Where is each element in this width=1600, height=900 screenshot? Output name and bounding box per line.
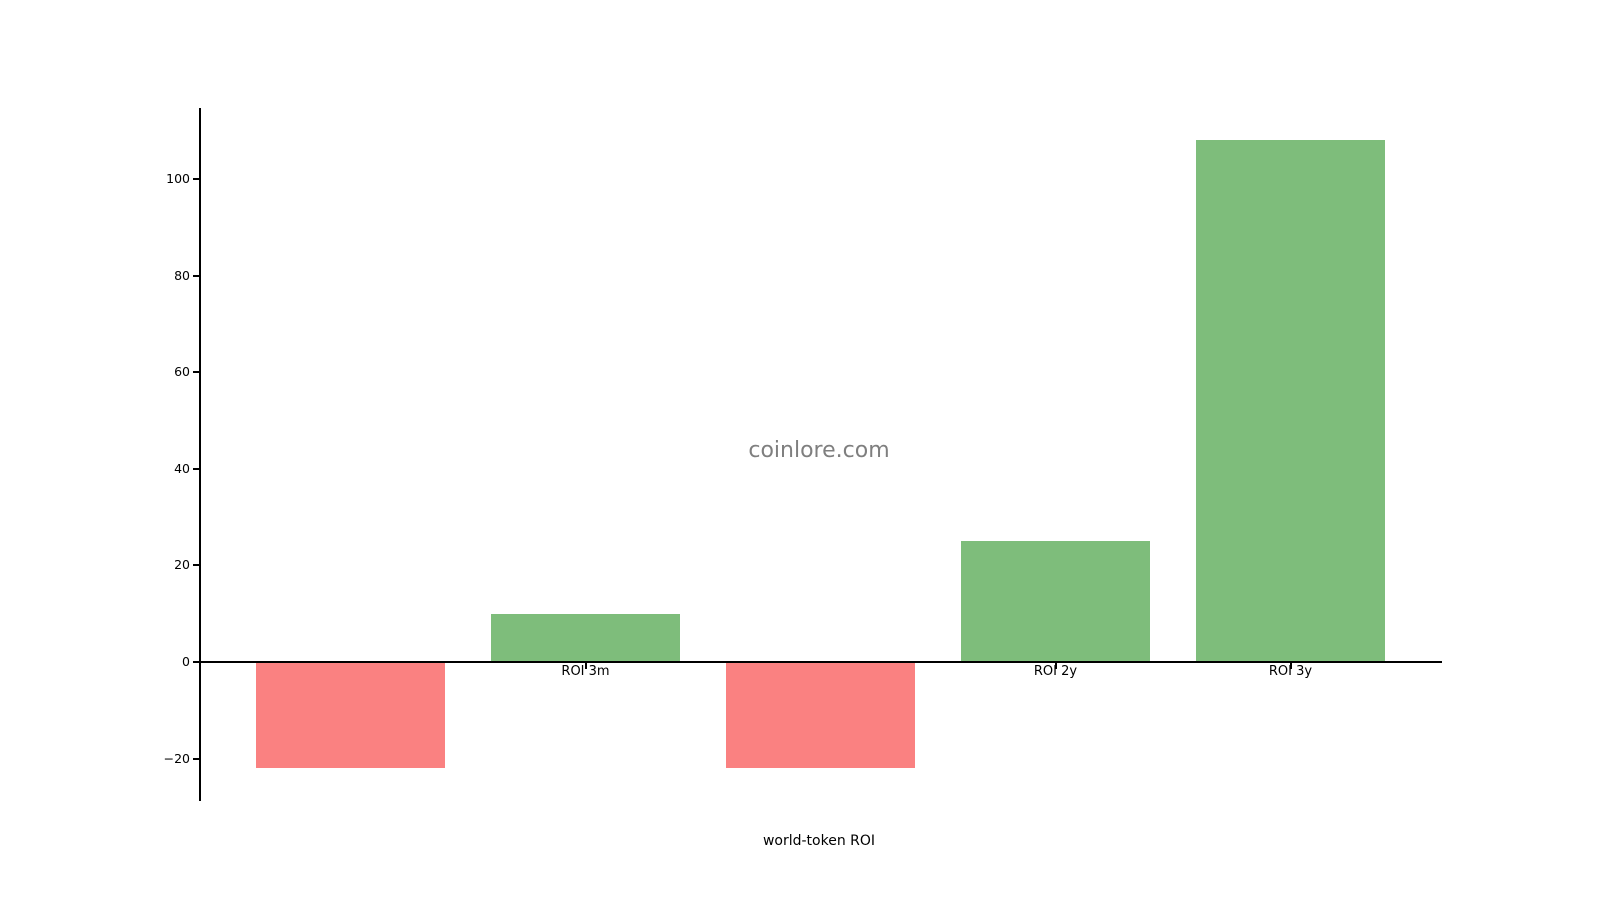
y-tick-mark xyxy=(193,757,199,760)
y-tick-mark xyxy=(193,564,199,567)
chart-xlabel: world-token ROI xyxy=(762,833,876,849)
y-tick-mark xyxy=(193,371,199,374)
bar xyxy=(491,613,680,662)
x-tick-label: ROI 2y xyxy=(1033,664,1078,679)
bar xyxy=(256,661,445,769)
y-tick-mark xyxy=(193,274,199,277)
bar xyxy=(726,661,915,769)
y-tick-label: 80 xyxy=(174,267,190,283)
x-tick-mark xyxy=(1054,660,1057,669)
bar xyxy=(961,541,1150,662)
watermark: coinlore.com xyxy=(748,438,890,463)
x-tick-label: ROI 3m xyxy=(561,664,610,679)
x-tick-mark xyxy=(1289,660,1292,669)
y-tick-mark xyxy=(193,660,199,663)
y-tick-label: 20 xyxy=(174,557,190,573)
y-tick-label: −20 xyxy=(163,750,190,766)
y-tick-label: 100 xyxy=(166,170,190,186)
y-tick-mark xyxy=(193,177,199,180)
y-tick-label: 0 xyxy=(182,653,190,669)
x-tick-label: ROI 3y xyxy=(1268,664,1313,679)
bar xyxy=(1196,140,1385,662)
x-tick-mark xyxy=(584,660,587,669)
y-axis-line xyxy=(199,108,201,801)
y-tick-label: 40 xyxy=(174,460,190,476)
y-tick-mark xyxy=(193,467,199,470)
x-axis-line xyxy=(199,660,1442,663)
y-tick-label: 60 xyxy=(174,364,190,380)
